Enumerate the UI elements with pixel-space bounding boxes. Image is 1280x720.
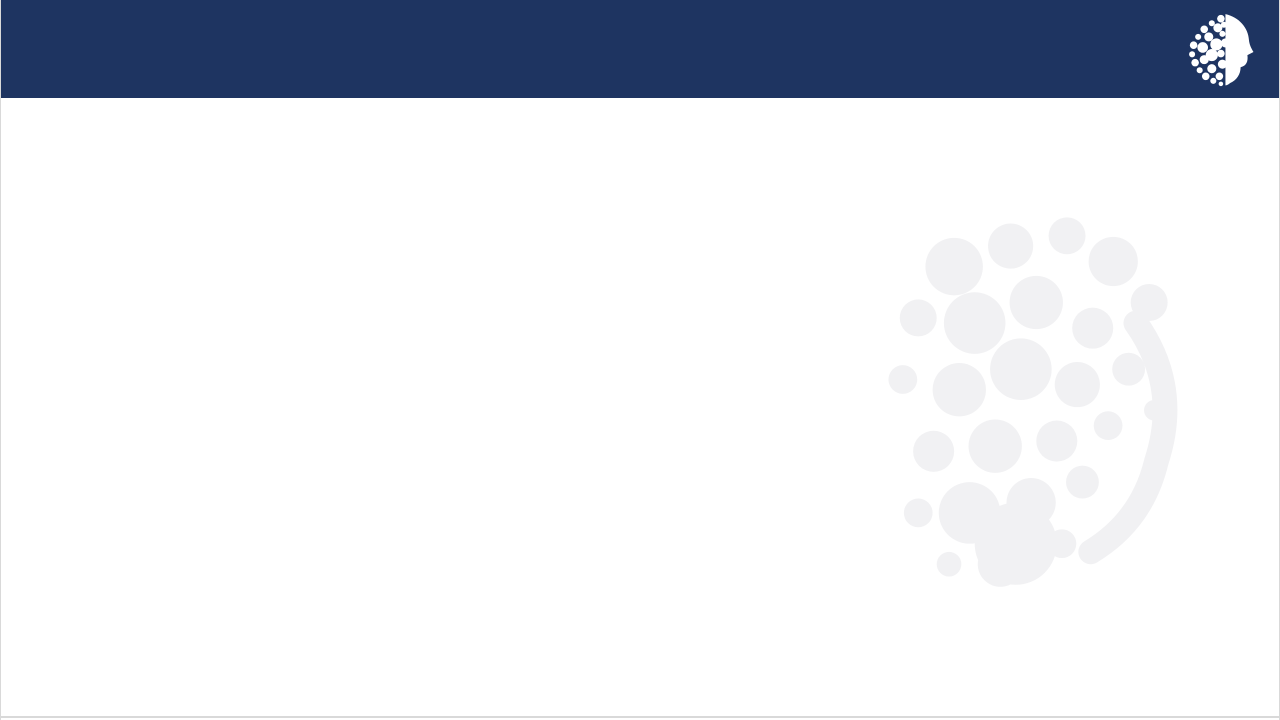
wiseguy-logo-text: [1178, 48, 1181, 51]
wiseguy-head-logo-icon: [1189, 14, 1254, 87]
header: [1, 0, 1279, 98]
wiseguy-logo: [1178, 8, 1255, 90]
bottom-divider: [1, 716, 1279, 718]
watermark-head-icon: [888, 217, 1178, 587]
